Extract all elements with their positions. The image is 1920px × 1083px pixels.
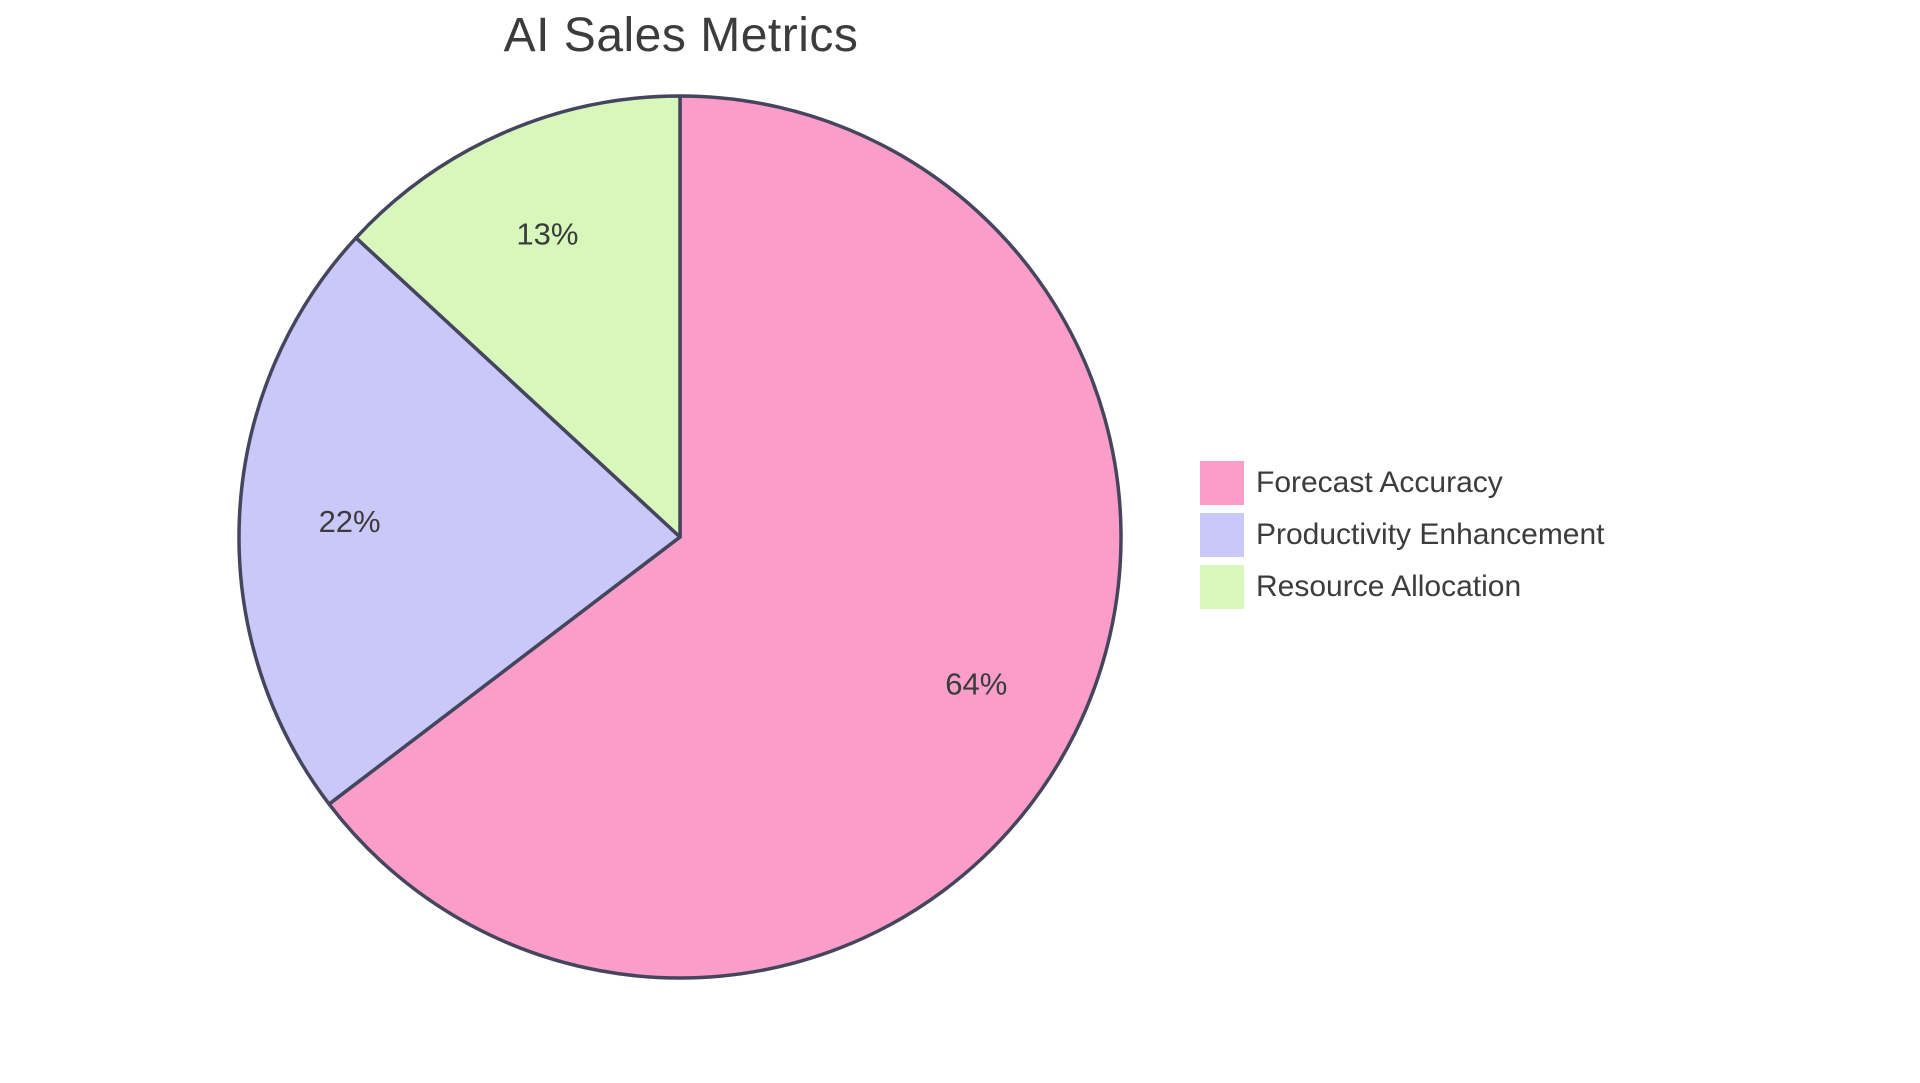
pie-slice-0[interactable] — [327, 94, 1123, 980]
legend-item-0[interactable]: Forecast Accuracy — [1200, 461, 1605, 505]
legend-label: Resource Allocation — [1256, 570, 1522, 603]
legend-label: Productivity Enhancement — [1256, 518, 1605, 551]
legend: Forecast Accuracy Productivity Enhancemen… — [1200, 461, 1605, 617]
pie-slice-2[interactable] — [354, 94, 682, 539]
slice-label-0: 64% — [945, 666, 1007, 701]
legend-item-2[interactable]: Resource Allocation — [1200, 565, 1605, 609]
legend-item-1[interactable]: Productivity Enhancement — [1200, 513, 1605, 557]
pie-slice-1[interactable] — [237, 236, 682, 806]
legend-swatch-icon — [1200, 513, 1244, 557]
chart-title: AI Sales Metrics — [503, 9, 859, 62]
slice-label-1: 22% — [319, 504, 381, 539]
legend-label: Forecast Accuracy — [1256, 466, 1503, 499]
slice-label-2: 13% — [516, 217, 578, 252]
legend-swatch-icon — [1200, 461, 1244, 505]
legend-swatch-icon — [1200, 565, 1244, 609]
